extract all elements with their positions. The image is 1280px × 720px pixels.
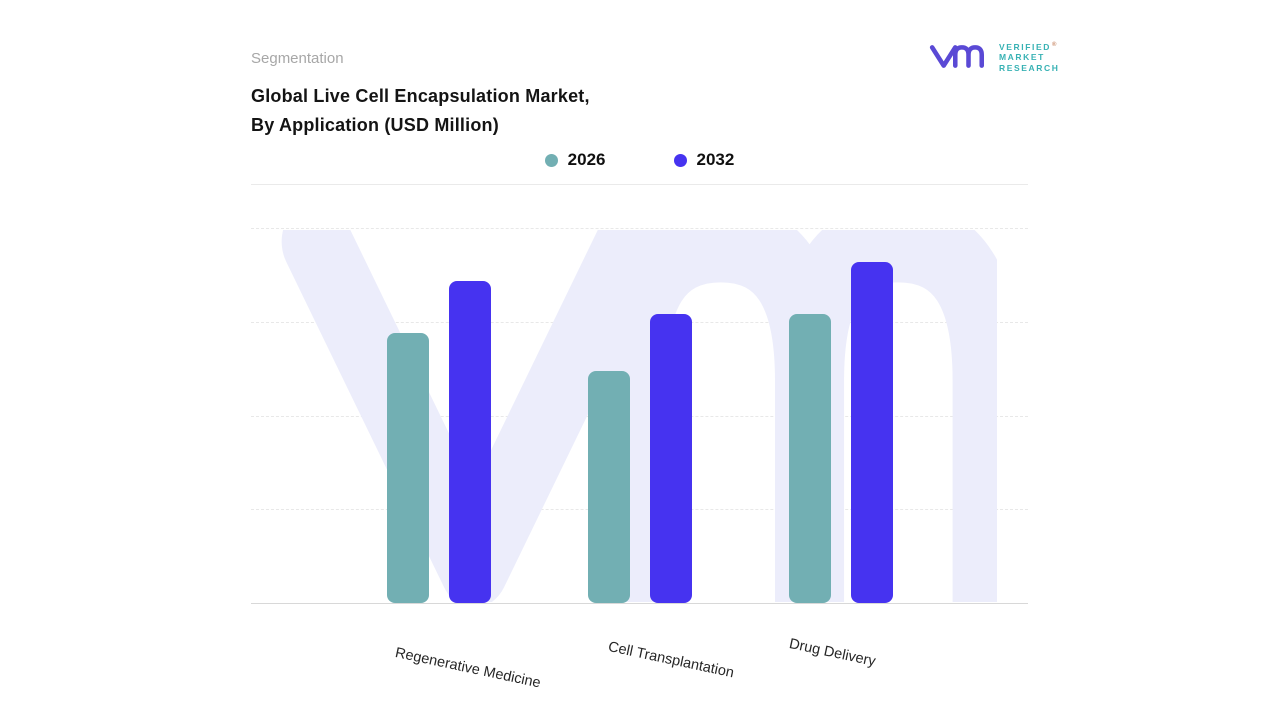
plot-area: [251, 228, 1028, 603]
bar-2032-cell-transplantation[interactable]: [650, 314, 692, 603]
legend-label-2032: 2032: [696, 150, 735, 169]
legend-item-2026[interactable]: 2026: [544, 150, 606, 170]
vmr-logo-text: VERIFIED® MARKET RESEARCH: [999, 40, 1060, 73]
bars-container: [251, 228, 1028, 603]
legend-swatch-2032: [673, 153, 687, 167]
x-axis-label-drug-delivery: Drug Delivery: [787, 636, 877, 670]
bar-2026-regenerative-medicine[interactable]: [387, 333, 429, 603]
legend: 2026 2032: [251, 150, 1028, 170]
bar-2032-regenerative-medicine[interactable]: [449, 280, 491, 603]
vmr-logo-mark-icon: [929, 45, 985, 69]
x-axis-label-cell-transplantation: Cell Transplantation: [606, 639, 736, 682]
vmr-logo: VERIFIED® MARKET RESEARCH: [928, 40, 1060, 73]
bar-group-drug-delivery: [789, 228, 893, 603]
vmr-logo-line3: RESEARCH: [999, 62, 1060, 73]
legend-swatch-2026: [544, 153, 558, 167]
x-axis-line: [251, 603, 1028, 604]
legend-label-2026: 2026: [567, 150, 606, 169]
chart-title-line2: By Application (USD Million): [251, 115, 499, 135]
bar-2026-drug-delivery[interactable]: [789, 314, 831, 603]
bar-2032-drug-delivery[interactable]: [851, 261, 893, 603]
legend-divider: [251, 184, 1028, 185]
legend-item-2032[interactable]: 2032: [673, 150, 735, 170]
bar-group-cell-transplantation: [588, 228, 692, 603]
x-axis-labels: Regenerative Medicine Cell Transplantatio…: [251, 603, 1028, 703]
x-axis-label-regenerative-medicine: Regenerative Medicine: [393, 645, 543, 692]
bar-2026-cell-transplantation[interactable]: [588, 370, 630, 603]
chart-title-line1: Global Live Cell Encapsulation Market,: [251, 86, 590, 106]
gridline: [251, 228, 1028, 229]
registered-mark: ®: [1052, 42, 1059, 48]
chart-title: Global Live Cell Encapsulation Market, B…: [251, 82, 590, 140]
section-label: Segmentation: [251, 50, 344, 67]
vmr-logo-line1: VERIFIED®: [999, 41, 1059, 52]
bar-group-regenerative-medicine: [387, 228, 491, 603]
vmr-logo-line2: MARKET: [999, 52, 1045, 63]
